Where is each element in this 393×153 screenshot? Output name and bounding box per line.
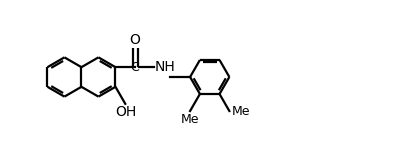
Text: Me: Me bbox=[231, 105, 250, 118]
Text: O: O bbox=[130, 33, 141, 47]
Text: C: C bbox=[131, 61, 140, 74]
Text: Me: Me bbox=[181, 113, 199, 126]
Text: NH: NH bbox=[155, 60, 176, 74]
Text: OH: OH bbox=[116, 105, 137, 119]
